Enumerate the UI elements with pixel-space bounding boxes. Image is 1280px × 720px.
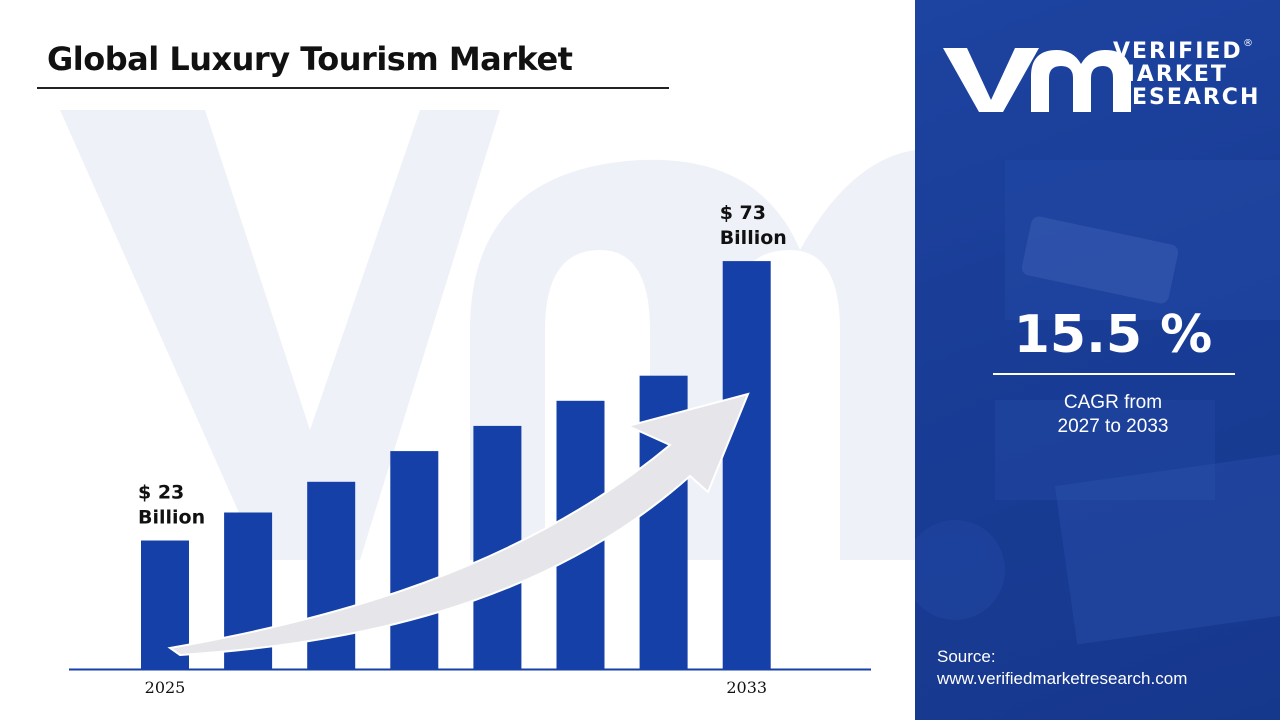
verified-market-research-logo (943, 48, 1131, 112)
cagr-value: 15.5 % (1013, 305, 1213, 365)
registered-mark: ® (1243, 38, 1253, 49)
brand-name: VERIFIED MARKET RESEARCH (1113, 40, 1260, 109)
title-underline (37, 87, 669, 89)
data-label-unit-7: Billion (720, 227, 787, 249)
chart-panel: Global Luxury Tourism Market 2025 2033 $ 2… (37, 40, 915, 697)
bar-3 (390, 451, 439, 669)
page-title: Global Luxury Tourism Market (47, 40, 573, 78)
summary-panel: VERIFIED MARKET RESEARCH ® 15.5 % CAGR f… (915, 0, 1280, 720)
bar-7 (722, 261, 771, 669)
bar-chart: 2025 2033 $ 23 Billion $ 73 Billion (69, 202, 871, 697)
x-tick-label-7: 2033 (726, 678, 767, 697)
cagr-divider (993, 373, 1235, 375)
source-url: www.verifiedmarketresearch.com (937, 669, 1188, 688)
brand-line-3: RESEARCH (1113, 85, 1261, 110)
cagr-label-line-1: CAGR from (1063, 392, 1163, 413)
data-label-value-0: $ 23 (138, 482, 184, 504)
brand-line-1: VERIFIED (1113, 39, 1243, 64)
trend-arrow (167, 392, 750, 657)
x-tick-label-0: 2025 (145, 678, 186, 697)
cagr-label-line-2: 2027 to 2033 (1057, 416, 1169, 437)
data-label-value-7: $ 73 (720, 202, 766, 224)
watermark-logo (60, 110, 915, 560)
background-photo (915, 0, 1280, 720)
source-label: Source: (937, 647, 996, 666)
brand-line-2: MARKET (1113, 62, 1228, 87)
data-label-unit-0: Billion (138, 507, 205, 529)
